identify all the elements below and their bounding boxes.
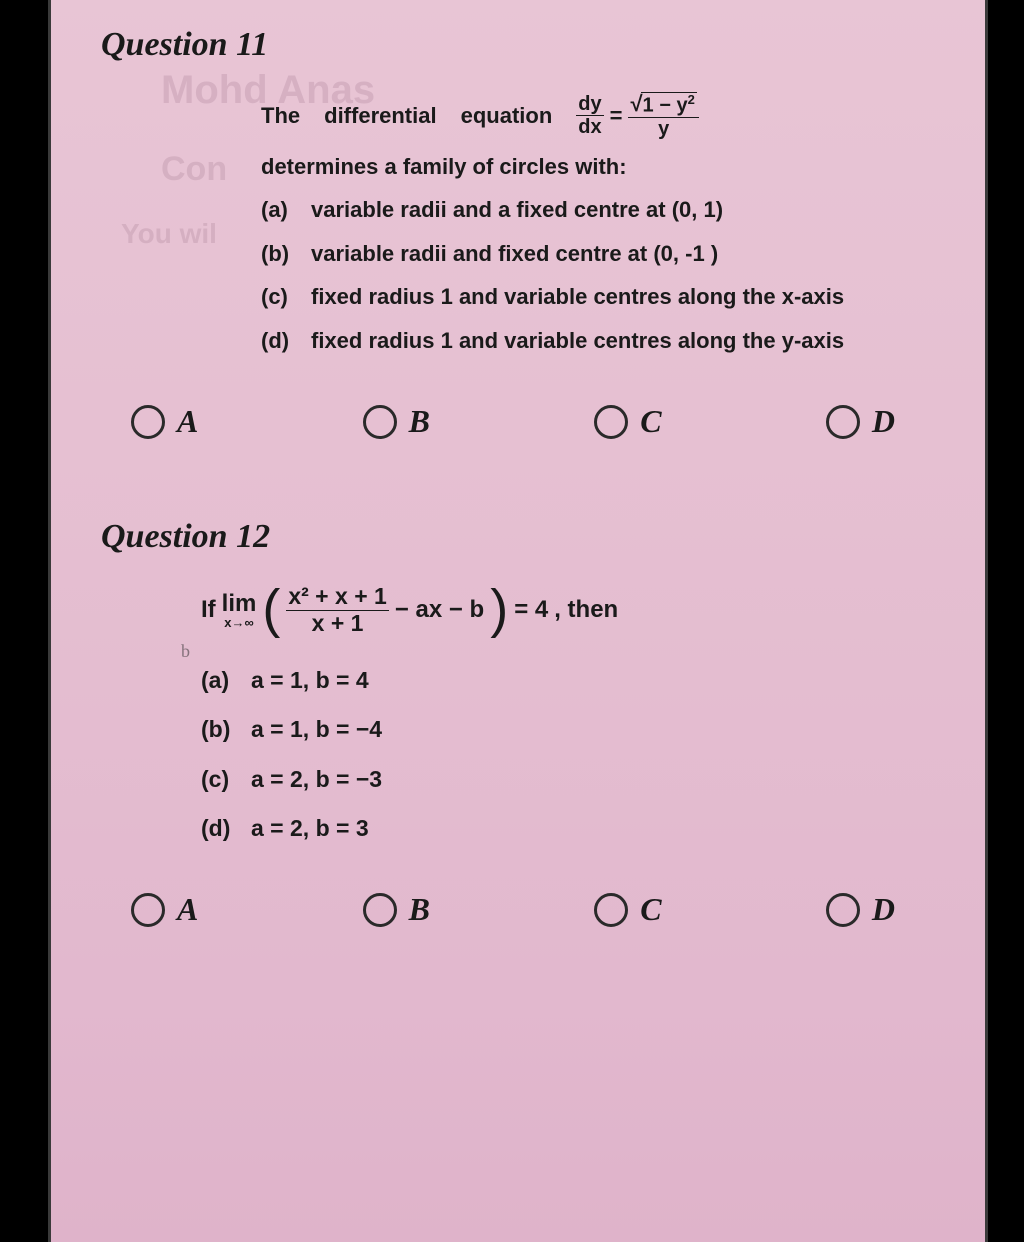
q12-title: Question 12	[101, 518, 935, 556]
q12-options: (a) a = 1, b = 4 (b) a = 1, b = −4 (c) a…	[201, 664, 895, 845]
q11-radio-b[interactable]: B	[363, 403, 430, 440]
q12-radio-d[interactable]: D	[826, 891, 895, 928]
sqrt-expr: √ 1 − y2	[630, 92, 696, 117]
q11-radio-c[interactable]: C	[594, 403, 661, 440]
q11-lhs-fraction: dy dx	[576, 93, 603, 138]
q11-body: The differential equation dy dx = √ 1 − …	[101, 92, 935, 357]
q11-stem-line2: determines a family of circles with:	[261, 154, 895, 180]
q12-answer-row: A B C D	[101, 867, 935, 938]
radio-circle-icon	[594, 893, 628, 927]
q12-option-a: (a) a = 1, b = 4	[201, 664, 895, 697]
radio-circle-icon	[594, 405, 628, 439]
q11-option-c: (c) fixed radius 1 and variable centres …	[261, 281, 895, 313]
q11-options: (a) variable radii and a fixed centre at…	[261, 194, 895, 358]
q12-then: , then	[554, 596, 618, 624]
q11-option-a: (a) variable radii and a fixed centre at…	[261, 194, 895, 226]
page-content: Mohd Anas Con You wil b Question 11 The …	[48, 0, 988, 1242]
question-11: Question 11 The differential equation dy…	[101, 26, 935, 450]
q12-option-c: (c) a = 2, b = −3	[201, 763, 895, 796]
q12-option-b: (b) a = 1, b = −4	[201, 713, 895, 746]
q12-tail: − ax − b	[395, 596, 484, 624]
radio-circle-icon	[131, 893, 165, 927]
q12-radio-b[interactable]: B	[363, 891, 430, 928]
q11-stem-line1: The differential equation dy dx = √ 1 − …	[261, 92, 895, 140]
right-paren-icon: )	[490, 588, 508, 631]
q11-answer-row: A B C D	[101, 379, 935, 450]
radio-circle-icon	[826, 405, 860, 439]
q11-option-b: (b) variable radii and fixed centre at (…	[261, 238, 895, 270]
radio-circle-icon	[826, 893, 860, 927]
q12-radio-c[interactable]: C	[594, 891, 661, 928]
radio-circle-icon	[363, 405, 397, 439]
q11-word-the: The	[261, 103, 300, 129]
q12-radio-a[interactable]: A	[131, 891, 198, 928]
limit-symbol: lim x→∞	[222, 592, 257, 629]
q11-word-equation: equation	[461, 103, 553, 129]
q11-option-d: (d) fixed radius 1 and variable centres …	[261, 325, 895, 357]
q12-rhs: = 4	[514, 596, 548, 624]
q11-radio-a[interactable]: A	[131, 403, 198, 440]
equals-sign: =	[610, 103, 623, 129]
q12-option-d: (d) a = 2, b = 3	[201, 812, 895, 845]
stray-mark: b	[181, 641, 190, 662]
q11-radio-d[interactable]: D	[826, 403, 895, 440]
q11-word-differential: differential	[324, 103, 436, 129]
q12-stem: If lim x→∞ ( x² + x + 1 x + 1 − ax − b )…	[201, 584, 895, 636]
q12-fraction: x² + x + 1 x + 1	[286, 584, 388, 636]
q11-equation: dy dx = √ 1 − y2 y	[576, 92, 699, 140]
q12-if: If	[201, 596, 216, 624]
question-12: Question 12 If lim x→∞ ( x² + x + 1 x + …	[101, 518, 935, 938]
radio-circle-icon	[363, 893, 397, 927]
left-paren-icon: (	[262, 588, 280, 631]
q11-rhs-fraction: √ 1 − y2 y	[628, 92, 698, 140]
q12-body: If lim x→∞ ( x² + x + 1 x + 1 − ax − b )…	[101, 584, 935, 845]
q11-title: Question 11	[101, 26, 935, 64]
radio-circle-icon	[131, 405, 165, 439]
